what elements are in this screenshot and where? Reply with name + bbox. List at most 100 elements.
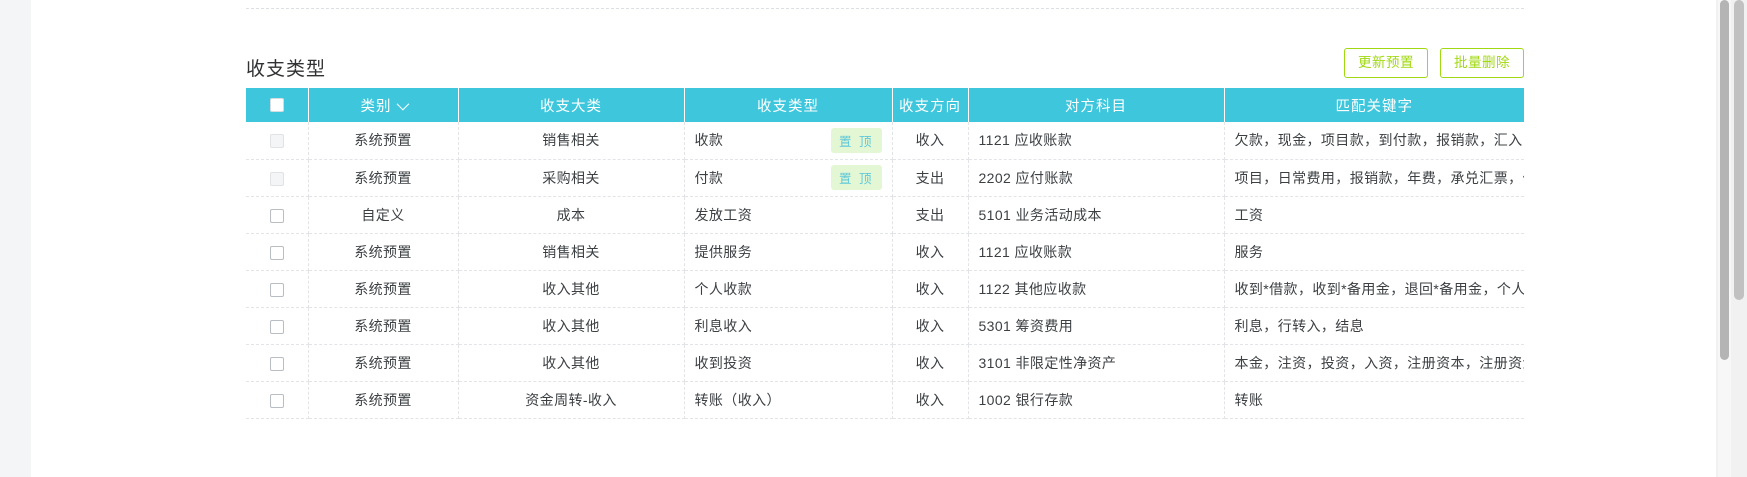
- content-card: 收支类型 更新预置 批量删除: [31, 0, 1717, 477]
- row-checkbox-icon[interactable]: [269, 356, 284, 371]
- cell-keywords: 服务: [1224, 233, 1524, 271]
- cell-type-label: 收款: [694, 132, 724, 149]
- top-divider: [246, 8, 1524, 9]
- chevron-down-icon[interactable]: [396, 97, 409, 110]
- table-row[interactable]: 自定义 成本 发放工资 支出 5101 业务活动成本 工资: [246, 196, 1524, 234]
- cell-major: 销售相关: [458, 122, 685, 160]
- row-select-cell[interactable]: [246, 270, 309, 308]
- cell-counter-account: 2202 应付账款: [968, 159, 1225, 197]
- cell-category: 系统预置: [308, 307, 459, 345]
- cell-keywords: 欠款，现金，项目款，到付款，报销款，汇入，…: [1224, 122, 1524, 160]
- batch-delete-button[interactable]: 批量删除: [1440, 48, 1524, 78]
- cell-direction: 支出: [892, 159, 969, 197]
- cell-type: 转账（收入）: [684, 381, 893, 419]
- row-checkbox-icon[interactable]: [269, 282, 284, 297]
- cell-major: 收入其他: [458, 344, 685, 382]
- table-row[interactable]: 系统预置 收入其他 利息收入 收入 5301 筹资费用 利息，行转入，结息: [246, 307, 1524, 345]
- cell-type-label: 付款: [694, 169, 724, 186]
- table-row[interactable]: 系统预置 资金周转-收入 转账（收入） 收入 1002 银行存款 转账: [246, 381, 1524, 419]
- cell-type: 发放工资: [684, 196, 893, 234]
- column-header-category-label: 类别: [360, 98, 392, 115]
- cell-keywords: 转账: [1224, 381, 1524, 419]
- cell-direction: 收入: [892, 307, 969, 345]
- cell-counter-account: 5101 业务活动成本: [968, 196, 1225, 234]
- cell-direction: 收入: [892, 381, 969, 419]
- page-title: 收支类型: [246, 59, 327, 80]
- cell-category: 系统预置: [308, 381, 459, 419]
- column-header-select-all[interactable]: [246, 88, 309, 122]
- cell-counter-account: 1122 其他应收款: [968, 270, 1225, 308]
- cell-category: 系统预置: [308, 344, 459, 382]
- income-expense-type-table: 类别 收支大类 收支类型 收支方向 对方科目 匹配关键字 系统预置 销售相关 收款置…: [246, 88, 1524, 477]
- pin-to-top-badge[interactable]: 置 顶: [831, 165, 882, 190]
- row-select-cell[interactable]: [246, 307, 309, 345]
- table-header-row: 类别 收支大类 收支类型 收支方向 对方科目 匹配关键字: [246, 88, 1524, 122]
- row-select-cell[interactable]: [246, 196, 309, 234]
- cell-direction: 支出: [892, 196, 969, 234]
- column-header-counter-account[interactable]: 对方科目: [968, 88, 1225, 122]
- column-header-category[interactable]: 类别: [308, 88, 459, 122]
- column-header-major[interactable]: 收支大类: [458, 88, 685, 122]
- cell-counter-account: 5301 筹资费用: [968, 307, 1225, 345]
- cell-category: 系统预置: [308, 122, 459, 160]
- cell-type: 利息收入: [684, 307, 893, 345]
- cell-direction: 收入: [892, 344, 969, 382]
- row-checkbox-icon[interactable]: [269, 319, 284, 334]
- panel-scrollbar[interactable]: [1718, 0, 1731, 477]
- row-select-cell[interactable]: [246, 344, 309, 382]
- cell-direction: 收入: [892, 233, 969, 271]
- cell-major: 资金周转-收入: [458, 381, 685, 419]
- cell-counter-account: 1121 应收账款: [968, 122, 1225, 160]
- cell-category: 系统预置: [308, 159, 459, 197]
- cell-counter-account: 1002 银行存款: [968, 381, 1225, 419]
- cell-keywords: 利息，行转入，结息: [1224, 307, 1524, 345]
- row-checkbox-icon: [269, 171, 284, 186]
- row-select-cell[interactable]: [246, 159, 309, 197]
- cell-major: 收入其他: [458, 307, 685, 345]
- column-header-direction[interactable]: 收支方向: [892, 88, 969, 122]
- row-select-cell[interactable]: [246, 381, 309, 419]
- row-select-cell[interactable]: [246, 233, 309, 271]
- cell-keywords: 收到*借款，收到*备用金，退回*备用金，个人: [1224, 270, 1524, 308]
- header-actions: 更新预置 批量删除: [1344, 48, 1524, 78]
- cell-type: 提供服务: [684, 233, 893, 271]
- table-row[interactable]: 系统预置 收入其他 个人收款 收入 1122 其他应收款 收到*借款，收到*备用金，退回*…: [246, 270, 1524, 308]
- row-select-cell[interactable]: [246, 122, 309, 160]
- column-header-keywords[interactable]: 匹配关键字: [1224, 88, 1524, 122]
- cell-keywords: 本金，注资，投资，入资，注册资本，注册资金: [1224, 344, 1524, 382]
- cell-category: 自定义: [308, 196, 459, 234]
- cell-type: 个人收款: [684, 270, 893, 308]
- cell-counter-account: 3101 非限定性净资产: [968, 344, 1225, 382]
- cell-major: 收入其他: [458, 270, 685, 308]
- panel-scrollbar-thumb[interactable]: [1720, 0, 1729, 360]
- page-scrollbar[interactable]: [1731, 0, 1747, 477]
- page-scrollbar-thumb[interactable]: [1734, 0, 1744, 300]
- table-body: 系统预置 销售相关 收款置 顶收入 1121 应收账款 欠款，现金，项目款，到付款，报销…: [246, 122, 1524, 419]
- table-row[interactable]: 系统预置 采购相关 付款 置 顶支出 2202 应付账款 项目，日常费用，报销款，年费，承…: [246, 159, 1524, 197]
- page-left-gutter: [0, 0, 31, 477]
- row-checkbox-icon[interactable]: [269, 393, 284, 408]
- cell-major: 采购相关: [458, 159, 685, 197]
- cell-major: 销售相关: [458, 233, 685, 271]
- cell-type: 付款 置 顶: [684, 159, 893, 197]
- column-header-type[interactable]: 收支类型: [684, 88, 893, 122]
- cell-category: 系统预置: [308, 270, 459, 308]
- row-checkbox-icon[interactable]: [269, 208, 284, 223]
- cell-category: 系统预置: [308, 233, 459, 271]
- cell-major: 成本: [458, 196, 685, 234]
- row-checkbox-icon[interactable]: [269, 245, 284, 260]
- cell-type: 收款 置 顶: [684, 122, 893, 160]
- pin-to-top-badge[interactable]: 置 顶: [831, 127, 882, 153]
- data-table: 类别 收支大类 收支类型 收支方向 对方科目 匹配关键字 系统预置 销售相关 收款置…: [246, 88, 1524, 419]
- table-header: 类别 收支大类 收支类型 收支方向 对方科目 匹配关键字: [246, 88, 1524, 122]
- select-all-checkbox-icon[interactable]: [269, 98, 284, 113]
- cell-counter-account: 1121 应收账款: [968, 233, 1225, 271]
- section-header: 收支类型 更新预置 批量删除: [246, 46, 1524, 88]
- table-row[interactable]: 系统预置 收入其他 收到投资 收入 3101 非限定性净资产 本金，注资，投资，入资，注册…: [246, 344, 1524, 382]
- table-row[interactable]: 系统预置 销售相关 提供服务 收入 1121 应收账款 服务: [246, 233, 1524, 271]
- table-row[interactable]: 系统预置 销售相关 收款 置 顶收入 1121 应收账款 欠款，现金，项目款，到付款，报销…: [246, 122, 1524, 160]
- cell-direction: 收入: [892, 270, 969, 308]
- update-preset-button[interactable]: 更新预置: [1344, 48, 1428, 78]
- cell-keywords: 工资: [1224, 196, 1524, 234]
